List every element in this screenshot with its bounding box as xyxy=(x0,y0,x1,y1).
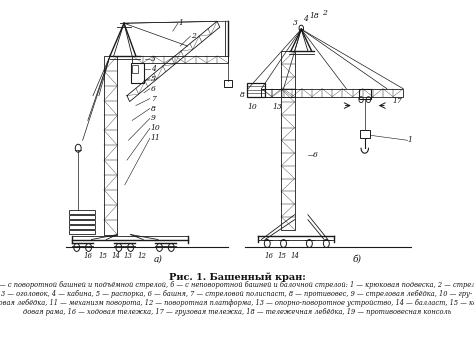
Text: 6: 6 xyxy=(151,85,155,93)
Text: 8: 8 xyxy=(240,91,245,99)
Text: 14: 14 xyxy=(111,252,120,260)
Text: а — с поворотной башней и подъёмной стрелой, б — с неповоротной башней и балочно: а — с поворотной башней и подъёмной стре… xyxy=(0,281,474,289)
Bar xyxy=(69,230,95,233)
Text: 3: 3 xyxy=(293,19,298,27)
Text: 1: 1 xyxy=(179,19,183,27)
Text: 16: 16 xyxy=(264,252,273,260)
Text: 4: 4 xyxy=(151,65,155,73)
Bar xyxy=(131,63,144,83)
Text: 5: 5 xyxy=(151,75,155,83)
Bar xyxy=(132,65,138,73)
Text: 12: 12 xyxy=(137,252,146,260)
Bar xyxy=(69,220,95,223)
Text: Рис. 1. Башенный кран:: Рис. 1. Башенный кран: xyxy=(169,272,305,282)
Bar xyxy=(246,83,265,97)
Text: 15: 15 xyxy=(278,252,287,260)
Bar xyxy=(359,89,371,99)
Text: 14: 14 xyxy=(291,252,300,260)
Text: 13: 13 xyxy=(273,102,283,111)
Text: 1: 1 xyxy=(408,136,412,144)
Text: 13: 13 xyxy=(124,252,133,260)
Text: зовая лебёдка, 11 — механизм поворота, 12 — поворотная платформа, 13 — опорно-по: зовая лебёдка, 11 — механизм поворота, 1… xyxy=(0,299,474,307)
Text: 7: 7 xyxy=(151,95,155,102)
Text: 10: 10 xyxy=(151,124,160,132)
Text: 10: 10 xyxy=(247,102,257,111)
Text: 18: 18 xyxy=(310,12,319,20)
Text: 3: 3 xyxy=(151,55,155,63)
Bar xyxy=(69,225,95,228)
Text: 3 — оголовок, 4 — кабина, 5 — распорка, 6 — башня, 7 — стреловой полиспаст, 8 — : 3 — оголовок, 4 — кабина, 5 — распорка, … xyxy=(1,290,473,298)
Bar xyxy=(225,80,232,87)
Text: 2: 2 xyxy=(322,9,328,17)
Text: б): б) xyxy=(353,255,362,263)
Text: 16: 16 xyxy=(83,252,92,260)
Text: 6: 6 xyxy=(313,151,318,159)
Text: а): а) xyxy=(154,255,163,263)
Text: 4: 4 xyxy=(303,15,308,23)
Text: 2: 2 xyxy=(191,32,196,40)
Bar xyxy=(69,215,95,219)
Bar xyxy=(69,210,95,214)
Text: 15: 15 xyxy=(98,252,107,260)
Bar xyxy=(360,130,370,138)
Text: 8: 8 xyxy=(151,105,155,112)
Text: 17: 17 xyxy=(393,97,402,105)
Text: 9: 9 xyxy=(151,115,155,122)
Text: довая рама, 16 — ходовая тележка, 17 — грузовая тележка, 18 — тележечная лебёдка: довая рама, 16 — ходовая тележка, 17 — г… xyxy=(23,308,451,316)
Text: 11: 11 xyxy=(151,134,160,142)
